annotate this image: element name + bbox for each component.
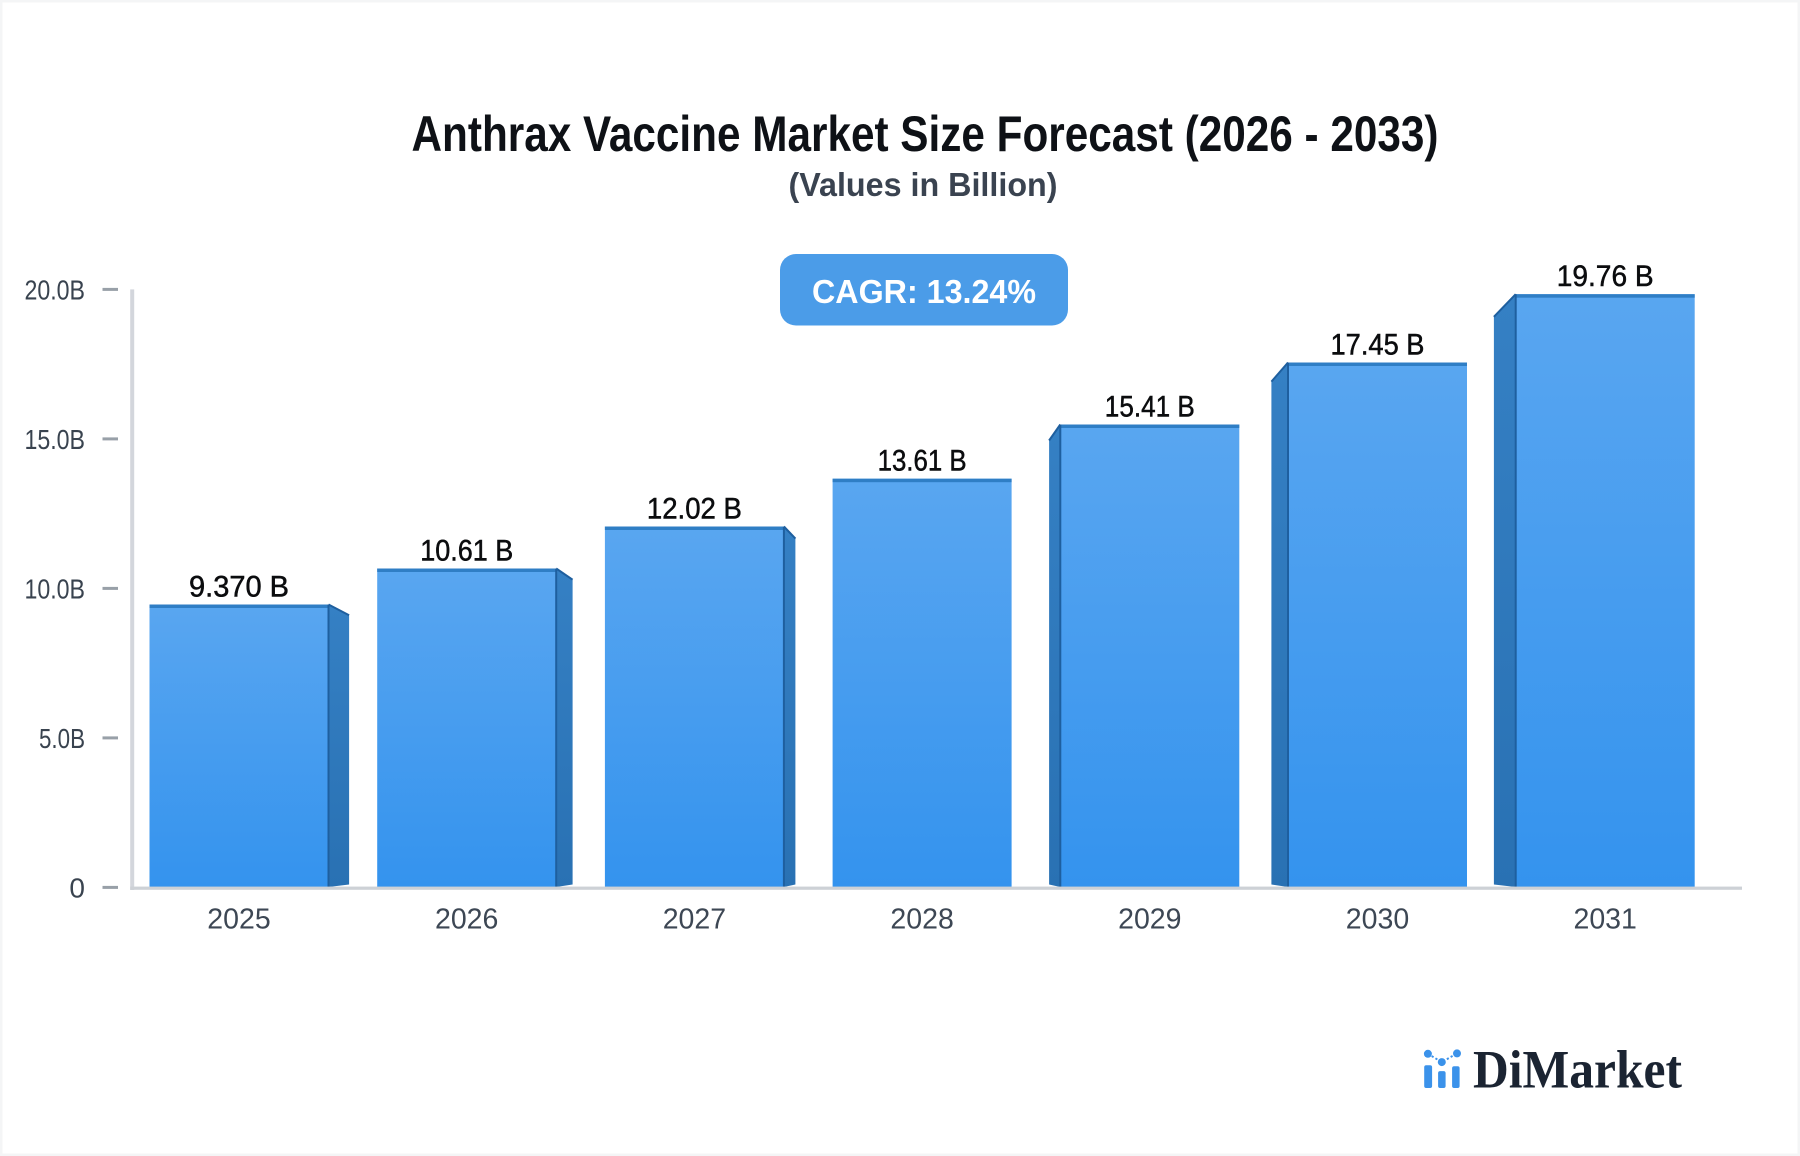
- svg-text:2026: 2026: [435, 904, 498, 936]
- svg-text:5.0B: 5.0B: [39, 723, 85, 754]
- svg-text:2030: 2030: [1346, 904, 1409, 936]
- svg-text:15.0B: 15.0B: [25, 424, 86, 455]
- svg-text:2028: 2028: [890, 904, 953, 936]
- svg-text:12.02 B: 12.02 B: [647, 493, 742, 526]
- svg-text:19.76 B: 19.76 B: [1557, 260, 1654, 293]
- svg-text:10.0B: 10.0B: [25, 573, 86, 604]
- svg-text:(Values in Billion): (Values in Billion): [789, 166, 1058, 203]
- svg-text:2025: 2025: [207, 904, 270, 936]
- svg-text:9.370 B: 9.370 B: [189, 571, 289, 604]
- svg-text:20.0B: 20.0B: [25, 274, 86, 305]
- svg-text:0: 0: [69, 872, 85, 903]
- svg-text:Anthrax Vaccine Market Size Fo: Anthrax Vaccine Market Size Forecast (20…: [412, 106, 1439, 162]
- svg-text:DiMarket: DiMarket: [1473, 1040, 1682, 1100]
- svg-text:2027: 2027: [663, 904, 726, 936]
- svg-text:15.41 B: 15.41 B: [1105, 391, 1195, 424]
- svg-text:13.61 B: 13.61 B: [878, 445, 967, 478]
- svg-text:10.61 B: 10.61 B: [420, 535, 513, 568]
- svg-text:CAGR: 13.24%: CAGR: 13.24%: [812, 273, 1036, 310]
- svg-text:2031: 2031: [1573, 904, 1636, 936]
- svg-text:2029: 2029: [1118, 904, 1181, 936]
- svg-text:17.45 B: 17.45 B: [1331, 329, 1425, 362]
